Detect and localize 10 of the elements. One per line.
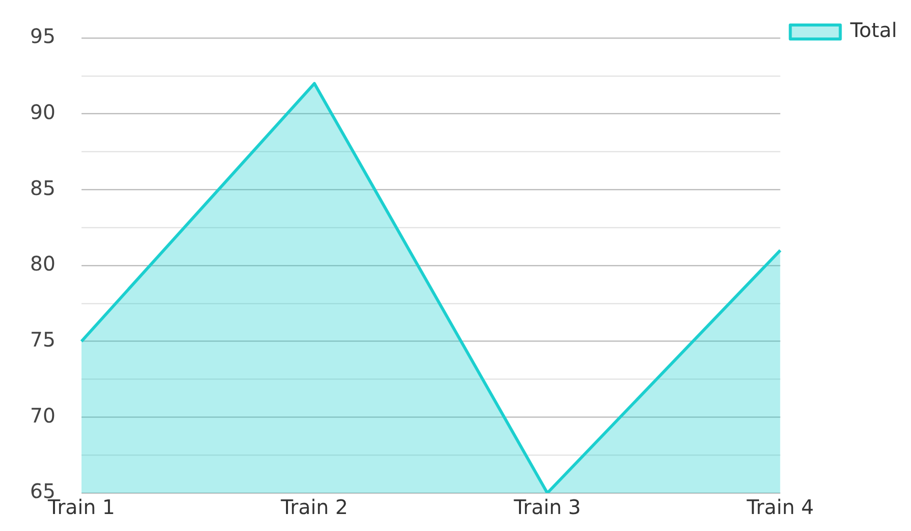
x-tick-label: Train 3 [512, 495, 581, 520]
y-tick-label: 95 [30, 24, 56, 48]
legend-label: Total [849, 18, 898, 42]
y-tick-label: 80 [30, 252, 56, 276]
y-tick-label: 75 [30, 328, 56, 352]
y-tick-label: 90 [30, 100, 56, 124]
y-tick-label: 85 [30, 176, 56, 200]
y-tick-label: 70 [30, 403, 56, 428]
x-tick-label: Train 2 [280, 495, 348, 520]
x-tick-label: Train 4 [746, 495, 814, 520]
